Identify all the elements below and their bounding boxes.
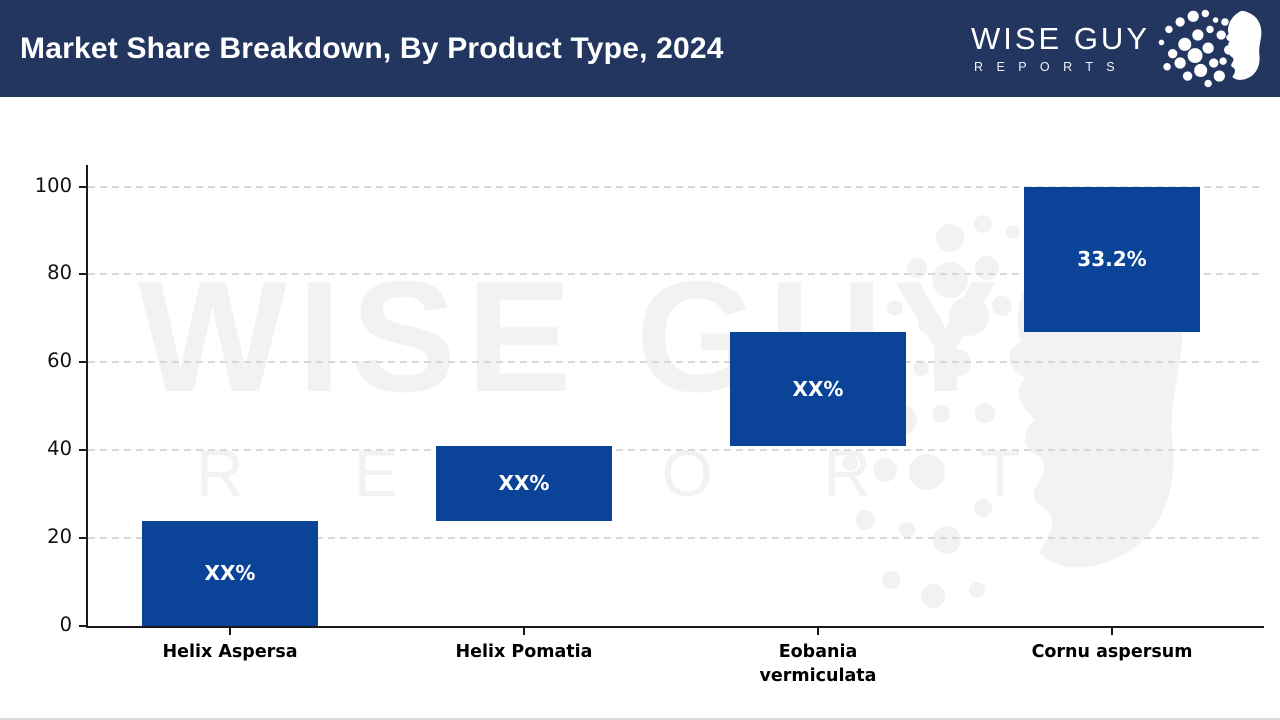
y-axis-line bbox=[86, 165, 89, 628]
header-banner: Market Share Breakdown, By Product Type,… bbox=[0, 0, 1280, 97]
y-tick-label: 100 bbox=[34, 173, 72, 197]
bar-value-label: XX% bbox=[498, 471, 550, 496]
gridline bbox=[88, 537, 1262, 540]
y-tick-label: 40 bbox=[47, 437, 72, 461]
gridline bbox=[88, 185, 1262, 188]
logo-wordmark: WISE GUY bbox=[970, 21, 1150, 56]
y-tick-mark bbox=[79, 537, 88, 540]
y-tick-label: 80 bbox=[47, 261, 72, 285]
x-tick-mark bbox=[523, 628, 525, 635]
wise-guy-face-icon bbox=[1158, 9, 1262, 87]
bar-segment: XX% bbox=[730, 332, 906, 446]
y-tick-label: 60 bbox=[47, 349, 72, 373]
bar-segment: XX% bbox=[436, 445, 612, 521]
x-category-label: Cornu aspersum bbox=[1031, 642, 1193, 662]
y-tick-mark bbox=[79, 185, 88, 188]
y-tick-mark bbox=[79, 361, 88, 364]
x-tick-mark bbox=[1111, 628, 1113, 635]
y-tick-mark bbox=[79, 449, 88, 452]
y-tick-label: 20 bbox=[47, 525, 72, 549]
logo-subtext: R E P O R T S bbox=[973, 60, 1120, 74]
bar-value-label: XX% bbox=[792, 377, 844, 402]
logo-text: WISE GUY R E P O R T S bbox=[971, 23, 1150, 74]
x-axis-line bbox=[86, 626, 1264, 629]
gridline bbox=[88, 361, 1262, 364]
x-category-label: Helix Pomatia bbox=[455, 642, 593, 662]
gridline bbox=[88, 273, 1262, 276]
y-tick-label: 0 bbox=[59, 613, 72, 636]
gridline bbox=[88, 449, 1262, 452]
wise-guy-logo: WISE GUY R E P O R T S bbox=[971, 6, 1266, 92]
bar-segment: XX% bbox=[142, 520, 318, 626]
x-category-label: Helix Aspersa bbox=[162, 642, 298, 662]
bar-value-label: 33.2% bbox=[1077, 247, 1147, 272]
x-tick-mark bbox=[229, 628, 231, 635]
x-category-label: Eobania vermiculata bbox=[759, 642, 877, 686]
chart-title: Market Share Breakdown, By Product Type,… bbox=[20, 31, 724, 65]
bar-segment: 33.2% bbox=[1024, 186, 1200, 333]
y-tick-mark bbox=[79, 625, 88, 627]
y-tick-mark bbox=[79, 273, 88, 276]
x-tick-mark bbox=[817, 628, 819, 635]
bar-value-label: XX% bbox=[204, 561, 256, 586]
